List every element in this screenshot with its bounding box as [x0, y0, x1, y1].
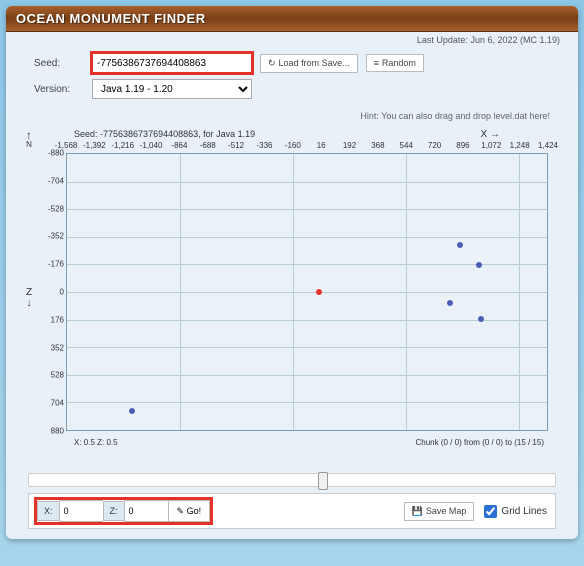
x-tick-label: -1,392: [83, 141, 106, 150]
hint-text: Hint: You can also drag and drop level.d…: [6, 109, 578, 127]
gridline-v: [293, 154, 294, 430]
x-tick-label: 1,072: [481, 141, 501, 150]
gridline-h: [67, 375, 547, 376]
gridline-h: [67, 292, 547, 293]
x-tick-label: 544: [400, 141, 413, 150]
gridline-h: [67, 182, 547, 183]
reload-icon: ↻: [268, 58, 276, 69]
x-axis-label: X →: [481, 129, 500, 140]
last-update: Last Update: Jun 6, 2022 (MC 1.19): [6, 32, 578, 45]
scatter-plot[interactable]: [66, 153, 548, 431]
go-label: Go!: [187, 506, 202, 516]
chart-seed-caption: Seed: -7756386737694408863, for Java 1.1…: [74, 129, 255, 139]
seed-input[interactable]: [92, 53, 252, 73]
monument-marker[interactable]: [457, 242, 463, 248]
random-button[interactable]: ≡ Random: [366, 54, 424, 72]
y-tick-label: -176: [42, 260, 64, 269]
origin-marker: [316, 289, 322, 295]
x-tick-label: -864: [171, 141, 187, 150]
gridline-h: [67, 209, 547, 210]
go-button[interactable]: ✎ Go!: [168, 500, 211, 522]
gridline-v: [180, 154, 181, 430]
y-tick-label: 176: [42, 315, 64, 324]
app-window: OCEAN MONUMENT FINDER Last Update: Jun 6…: [6, 6, 578, 539]
z-axis-label: Z ↓: [26, 287, 32, 309]
random-label: Random: [382, 58, 416, 68]
go-icon: ✎: [177, 506, 185, 516]
save-map-button[interactable]: 💾 Save Map: [404, 502, 475, 521]
monument-marker[interactable]: [447, 300, 453, 306]
load-from-save-button[interactable]: ↻ Load from Save...: [260, 54, 358, 73]
coord-readout: X: 0.5 Z: 0.5: [74, 438, 118, 447]
gridline-h: [67, 237, 547, 238]
x-tick-label: -1,216: [111, 141, 134, 150]
y-tick-label: 0: [42, 288, 64, 297]
version-label: Version:: [34, 84, 84, 95]
bottom-bar: X: Z: ✎ Go! 💾 Save Map Grid Lines: [28, 493, 556, 529]
random-icon: ≡: [374, 58, 379, 68]
x-tick-label: -336: [256, 141, 272, 150]
load-from-save-label: Load from Save...: [279, 58, 350, 68]
y-tick-label: 352: [42, 343, 64, 352]
y-tick-label: 528: [42, 371, 64, 380]
compass-icon: ↑N: [26, 129, 32, 149]
gridline-h: [67, 402, 547, 403]
gridline-v: [519, 154, 520, 430]
grid-lines-checkbox[interactable]: Grid Lines: [484, 505, 547, 518]
version-select[interactable]: Java 1.19 - 1.20: [92, 79, 252, 99]
controls-panel: Seed: ↻ Load from Save... ≡ Random Versi…: [6, 45, 578, 109]
y-tick-label: 880: [42, 427, 64, 436]
x-tick-label: 1,248: [510, 141, 530, 150]
title-bar: OCEAN MONUMENT FINDER: [6, 6, 578, 32]
grid-lines-label: Grid Lines: [501, 506, 547, 517]
x-tick-label: -688: [200, 141, 216, 150]
monument-marker[interactable]: [476, 262, 482, 268]
x-tick-label: -512: [228, 141, 244, 150]
monument-marker[interactable]: [129, 408, 135, 414]
x-tick-label: -1,040: [140, 141, 163, 150]
x-tick-label: 1,424: [538, 141, 558, 150]
coord-input-group: X: Z: ✎ Go!: [37, 500, 210, 522]
x-tick-label: 896: [456, 141, 469, 150]
x-tick-label: 192: [343, 141, 356, 150]
x-tick-label: 368: [371, 141, 384, 150]
gridline-v: [406, 154, 407, 430]
save-map-label: Save Map: [426, 506, 467, 516]
gridline-h: [67, 347, 547, 348]
grid-lines-input[interactable]: [484, 505, 497, 518]
chunk-readout: Chunk (0 / 0) from (0 / 0) to (15 / 15): [416, 438, 545, 447]
slider-thumb[interactable]: [318, 472, 328, 490]
x-tick-label: -160: [285, 141, 301, 150]
y-tick-label: -528: [42, 204, 64, 213]
y-tick-label: -704: [42, 176, 64, 185]
monument-marker[interactable]: [478, 316, 484, 322]
zoom-slider[interactable]: [28, 473, 556, 487]
chart-area: ↑N Seed: -7756386737694408863, for Java …: [20, 127, 564, 467]
save-icon: 💾: [412, 506, 423, 517]
x-label: X:: [37, 501, 59, 521]
gridline-h: [67, 320, 547, 321]
y-tick-label: -880: [42, 149, 64, 158]
app-title: OCEAN MONUMENT FINDER: [16, 11, 206, 26]
z-input[interactable]: [124, 500, 168, 522]
z-label: Z:: [103, 501, 124, 521]
x-tick-label: 16: [317, 141, 326, 150]
x-input[interactable]: [59, 500, 103, 522]
y-tick-label: 704: [42, 399, 64, 408]
x-tick-label: 720: [428, 141, 441, 150]
seed-label: Seed:: [34, 58, 84, 69]
y-tick-label: -352: [42, 232, 64, 241]
